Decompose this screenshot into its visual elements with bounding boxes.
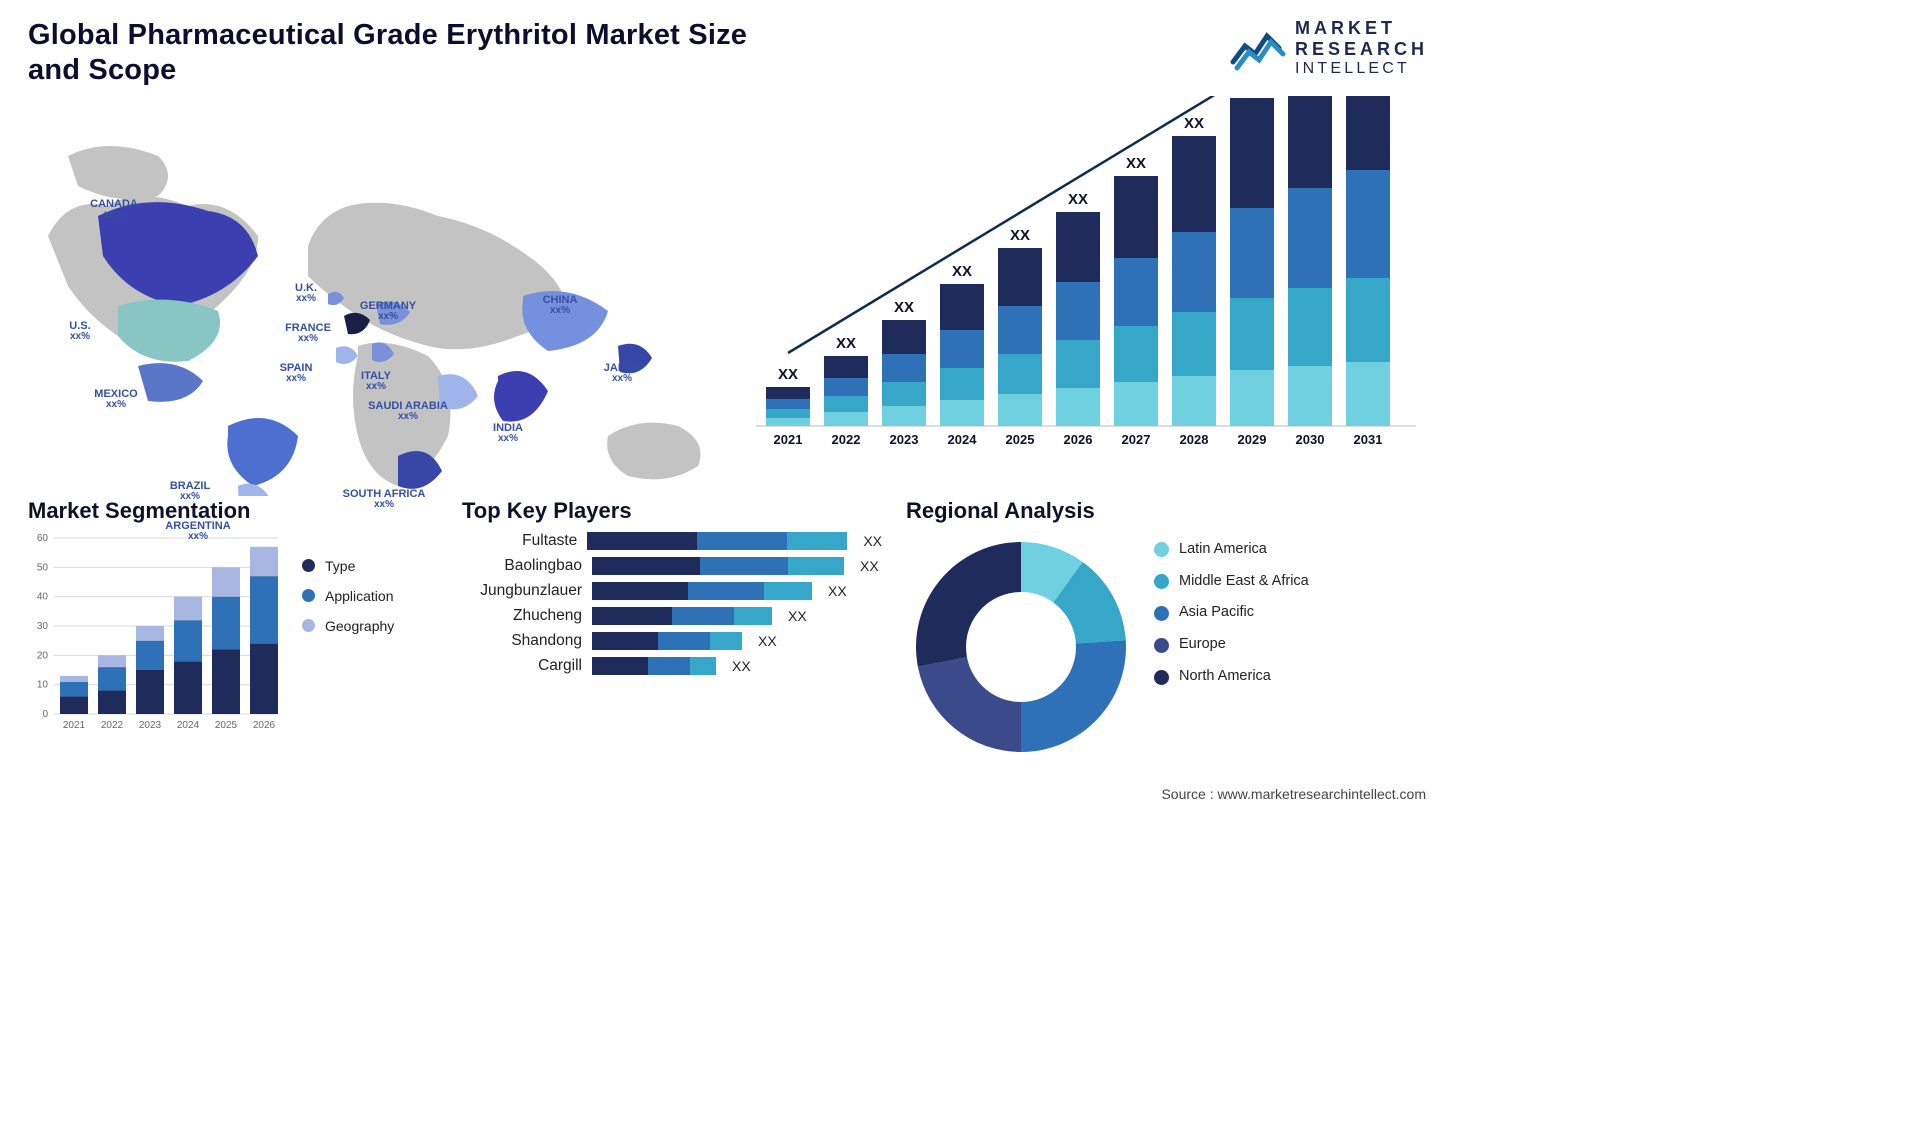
map-label-us: U.S.xx% — [69, 321, 90, 343]
logo-mark-icon — [1229, 24, 1287, 72]
segmentation-chart: 0 10 20 30 40 50 60 2021 2022 2023 2024 2025 2026 — [28, 532, 288, 742]
svg-text:XX: XX — [1010, 227, 1030, 244]
svg-text:2029: 2029 — [1238, 432, 1267, 447]
region-legend-item: Latin America — [1154, 542, 1309, 558]
svg-text:10: 10 — [37, 679, 49, 690]
region-legend-item: Asia Pacific — [1154, 605, 1309, 621]
svg-text:2024: 2024 — [177, 720, 200, 731]
svg-text:2023: 2023 — [890, 432, 919, 447]
seg-legend-item: Geography — [302, 618, 394, 634]
svg-text:XX: XX — [1184, 115, 1204, 132]
regional-donut — [906, 532, 1136, 762]
svg-text:XX: XX — [836, 335, 856, 352]
map-label-japan: JAPANxx% — [604, 363, 640, 385]
logo-line1: MARKET — [1295, 18, 1428, 39]
svg-text:0: 0 — [42, 709, 48, 720]
region-legend-item: North America — [1154, 669, 1309, 685]
map-label-mexico: MEXICOxx% — [94, 389, 137, 411]
map-label-canada: CANADAxx% — [90, 199, 138, 221]
player-row: Zhucheng XX — [462, 607, 882, 625]
growth-chart: 2021 XX 2022 XX 2023 XX 2024 XX 2025 XX 2026 XX 2027… — [756, 96, 1428, 496]
seg-legend-item: Type — [302, 558, 394, 574]
svg-text:2028: 2028 — [1180, 432, 1209, 447]
map-label-brazil: BRAZILxx% — [170, 481, 210, 503]
map-label-india: INDIAxx% — [493, 423, 523, 445]
player-row: Jungbunzlauer XX — [462, 582, 882, 600]
player-row: Baolingbao XX — [462, 557, 882, 575]
svg-text:XX: XX — [952, 263, 972, 280]
world-map: CANADAxx%U.S.xx%MEXICOxx%BRAZILxx%ARGENT… — [28, 96, 728, 496]
map-label-china: CHINAxx% — [543, 295, 578, 317]
map-label-spain: SPAINxx% — [280, 363, 313, 385]
player-value: XX — [732, 658, 751, 674]
map-label-argentina: ARGENTINAxx% — [165, 521, 230, 543]
svg-text:20: 20 — [37, 650, 49, 661]
map-label-france: FRANCExx% — [285, 323, 331, 345]
player-row: Fultaste XX — [462, 532, 882, 550]
regional-legend: Latin America Middle East & Africa Asia Pa… — [1154, 542, 1309, 702]
player-bar — [592, 657, 716, 675]
player-bar — [592, 582, 812, 600]
svg-text:2030: 2030 — [1296, 432, 1325, 447]
player-name: Cargill — [462, 657, 582, 675]
players-chart: FultasteXXBaolingbaoXXJungbunzlauerXXZhu… — [462, 532, 882, 682]
player-bar — [587, 532, 847, 550]
map-label-uk: U.K.xx% — [295, 283, 317, 305]
svg-text:2025: 2025 — [215, 720, 238, 731]
player-name: Zhucheng — [462, 607, 582, 625]
svg-text:2022: 2022 — [101, 720, 124, 731]
map-label-germany: GERMANYxx% — [360, 301, 416, 323]
svg-text:60: 60 — [37, 533, 49, 544]
svg-text:2022: 2022 — [832, 432, 861, 447]
svg-text:30: 30 — [37, 621, 49, 632]
svg-text:XX: XX — [778, 366, 798, 383]
svg-text:2026: 2026 — [253, 720, 276, 731]
seg-legend-item: Application — [302, 588, 394, 604]
svg-text:2024: 2024 — [948, 432, 978, 447]
player-name: Shandong — [462, 632, 582, 650]
player-value: XX — [758, 633, 777, 649]
region-legend-item: Europe — [1154, 637, 1309, 653]
page-title: Global Pharmaceutical Grade Erythritol M… — [28, 18, 788, 88]
map-label-italy: ITALYxx% — [361, 371, 391, 393]
player-value: XX — [788, 608, 807, 624]
player-row: Shandong XX — [462, 632, 882, 650]
map-label-southafrica: SOUTH AFRICAxx% — [343, 489, 426, 511]
player-bar — [592, 557, 844, 575]
player-value: XX — [828, 583, 847, 599]
player-bar — [592, 607, 772, 625]
svg-text:XX: XX — [1068, 191, 1088, 208]
svg-text:2025: 2025 — [1006, 432, 1035, 447]
logo-line3: INTELLECT — [1295, 60, 1428, 78]
svg-text:50: 50 — [37, 562, 49, 573]
player-value: XX — [860, 558, 879, 574]
svg-text:40: 40 — [37, 591, 49, 602]
player-value: XX — [863, 533, 882, 549]
svg-text:2021: 2021 — [63, 720, 86, 731]
svg-text:2031: 2031 — [1354, 432, 1383, 447]
player-name: Fultaste — [462, 532, 577, 550]
player-bar — [592, 632, 742, 650]
svg-text:XX: XX — [1126, 155, 1146, 172]
region-legend-item: Middle East & Africa — [1154, 574, 1309, 590]
player-name: Baolingbao — [462, 557, 582, 575]
map-label-saudiarabia: SAUDI ARABIAxx% — [368, 401, 448, 423]
player-row: Cargill XX — [462, 657, 882, 675]
segmentation-legend: Type Application Geography — [302, 558, 394, 742]
svg-text:2021: 2021 — [774, 432, 803, 447]
svg-text:2026: 2026 — [1064, 432, 1093, 447]
source-text: Source : www.marketresearchintellect.com — [1161, 786, 1426, 802]
brand-logo: MARKET RESEARCH INTELLECT — [1229, 18, 1428, 78]
regional-title: Regional Analysis — [906, 498, 1428, 524]
players-title: Top Key Players — [462, 498, 882, 524]
svg-text:2023: 2023 — [139, 720, 162, 731]
svg-text:2027: 2027 — [1122, 432, 1151, 447]
player-name: Jungbunzlauer — [462, 582, 582, 600]
svg-text:XX: XX — [894, 299, 914, 316]
logo-line2: RESEARCH — [1295, 39, 1428, 60]
